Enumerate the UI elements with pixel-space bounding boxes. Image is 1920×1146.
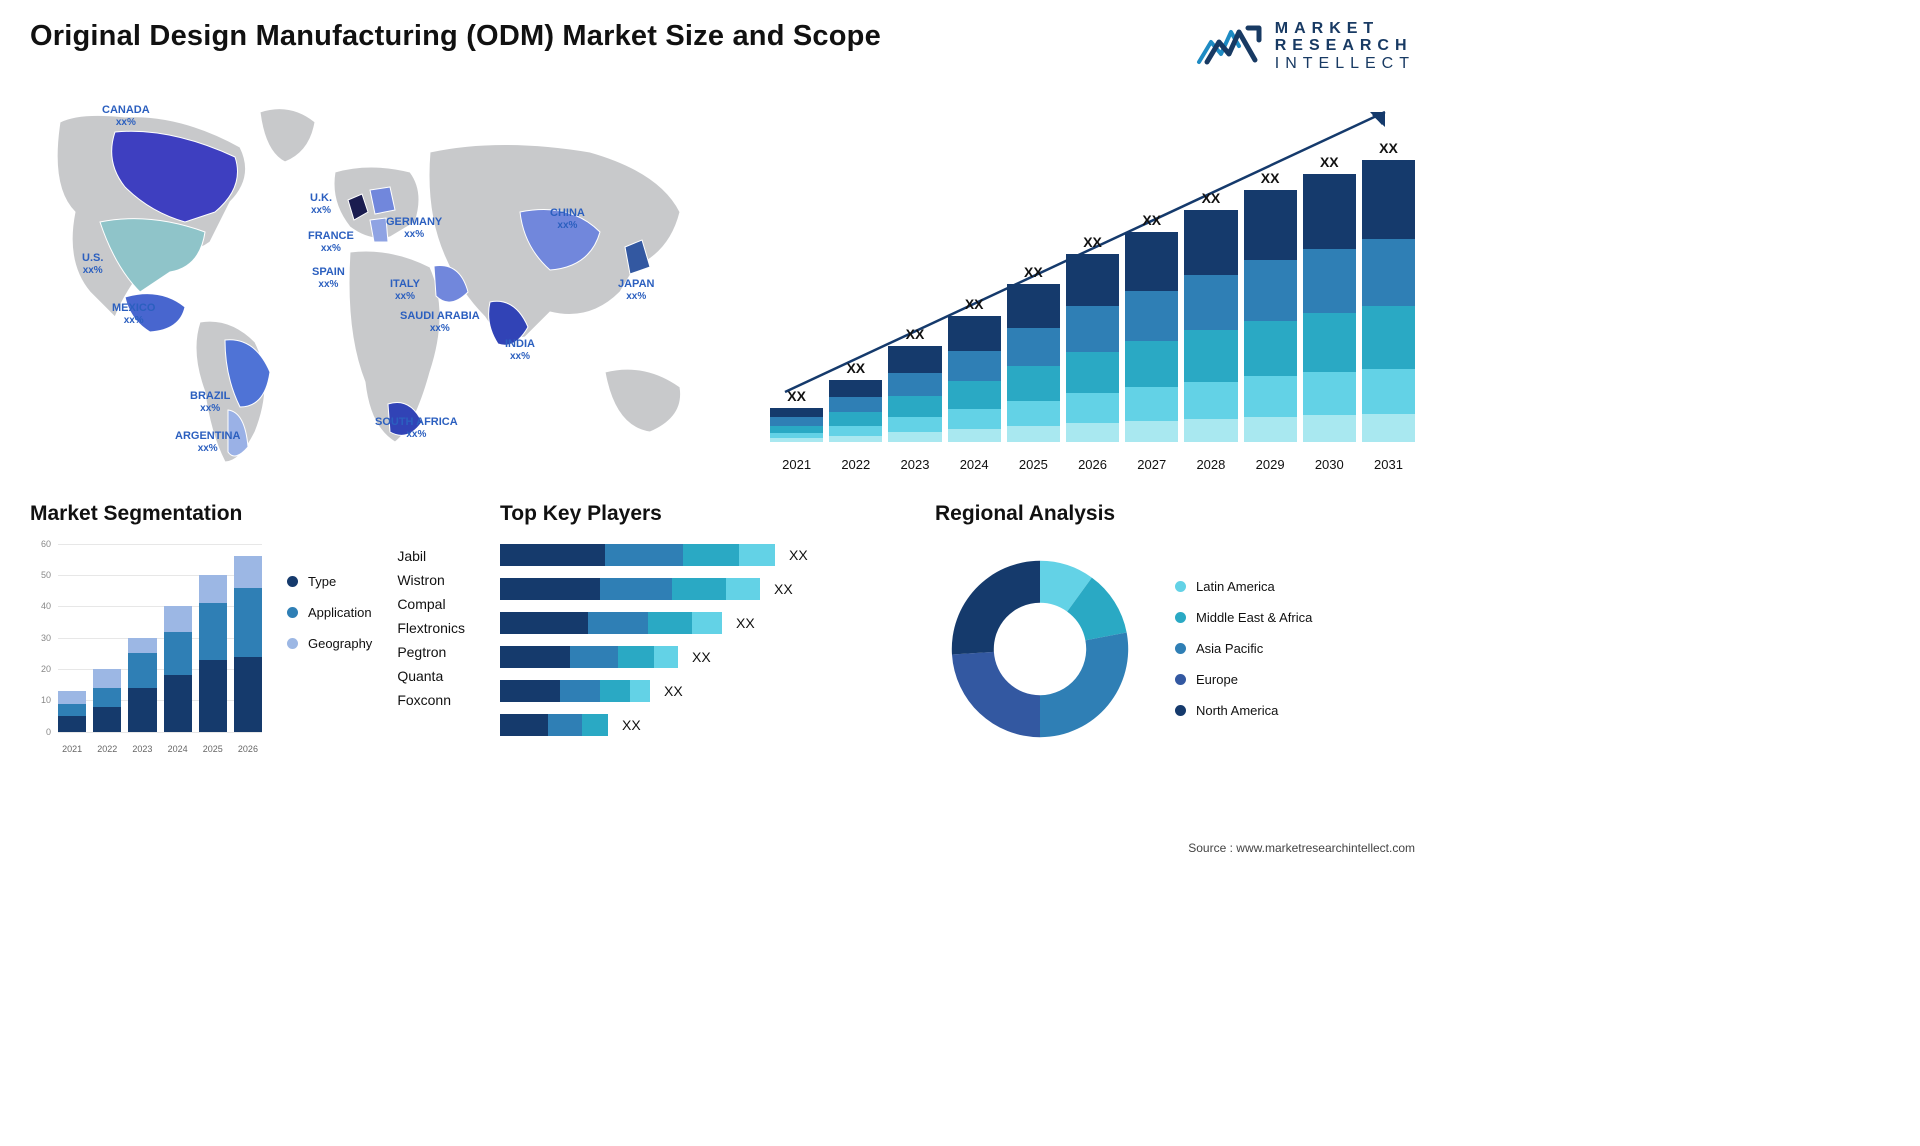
map-label: U.S.xx% (82, 252, 103, 277)
key-player-row: XX (500, 646, 900, 668)
company-item: Flextronics (397, 620, 465, 636)
map-label: BRAZILxx% (190, 390, 230, 415)
segmentation-bar (58, 691, 86, 732)
forecast-bar: XX (1007, 264, 1060, 442)
forecast-year: 2024 (948, 457, 1001, 472)
key-player-row: XX (500, 612, 900, 634)
segmentation-chart: 0102030405060 202120222023202420252026 (30, 544, 262, 754)
forecast-year: 2030 (1303, 457, 1356, 472)
forecast-chart: XXXXXXXXXXXXXXXXXXXXXX 20212022202320242… (770, 92, 1415, 472)
map-label: ITALYxx% (390, 278, 420, 303)
regional-legend: Latin America Middle East & Africa Asia Pa… (1175, 579, 1312, 718)
legend-item: Geography (287, 636, 372, 651)
company-item: Foxconn (397, 692, 465, 708)
key-players-panel: Top Key Players XX XX XX XX XX XX (500, 502, 900, 754)
legend-item: Latin America (1175, 579, 1312, 594)
map-label: FRANCExx% (308, 230, 354, 255)
donut-slice (1040, 632, 1128, 737)
brand-logo: MARKET RESEARCH INTELLECT (1195, 20, 1415, 72)
key-players-chart: XX XX XX XX XX XX (500, 544, 900, 736)
legend-item: Europe (1175, 672, 1312, 687)
forecast-bar: XX (1362, 140, 1415, 442)
forecast-year: 2026 (1066, 457, 1119, 472)
map-label: SOUTH AFRICAxx% (375, 416, 458, 441)
segmentation-bar (128, 638, 156, 732)
forecast-year: 2031 (1362, 457, 1415, 472)
regional-donut (935, 544, 1145, 754)
map-label: MEXICOxx% (112, 302, 155, 327)
map-label: GERMANYxx% (386, 216, 442, 241)
map-label: CHINAxx% (550, 207, 585, 232)
forecast-bar: XX (888, 326, 941, 442)
key-player-row: XX (500, 544, 900, 566)
donut-slice (952, 652, 1040, 737)
segmentation-legend: Type Application Geography (287, 544, 372, 754)
regional-panel: Regional Analysis Latin America Middle Ea… (935, 502, 1415, 754)
segmentation-companies: Jabil Wistron Compal Flextronics Pegtron Quan… (397, 544, 465, 754)
segmentation-bar (234, 556, 262, 731)
forecast-year: 2027 (1125, 457, 1178, 472)
forecast-bar: XX (1184, 190, 1237, 442)
map-label: JAPANxx% (618, 278, 654, 303)
forecast-bar: XX (1303, 154, 1356, 442)
legend-item: Type (287, 574, 372, 589)
segmentation-title: Market Segmentation (30, 502, 465, 526)
company-item: Compal (397, 596, 465, 612)
company-item: Quanta (397, 668, 465, 684)
forecast-year: 2023 (888, 457, 941, 472)
legend-item: Middle East & Africa (1175, 610, 1312, 625)
legend-item: Asia Pacific (1175, 641, 1312, 656)
segmentation-bar (199, 575, 227, 732)
legend-item: Application (287, 605, 372, 620)
regional-title: Regional Analysis (935, 502, 1415, 526)
forecast-year: 2025 (1007, 457, 1060, 472)
forecast-bar: XX (829, 360, 882, 442)
forecast-bar: XX (770, 388, 823, 442)
forecast-bar: XX (948, 296, 1001, 442)
forecast-bar: XX (1066, 234, 1119, 442)
map-label: U.K.xx% (310, 192, 332, 217)
segmentation-panel: Market Segmentation 0102030405060 202120… (30, 502, 465, 754)
forecast-bar: XX (1244, 170, 1297, 442)
logo-text: MARKET RESEARCH INTELLECT (1275, 20, 1415, 72)
key-players-title: Top Key Players (500, 502, 900, 526)
map-label: INDIAxx% (505, 338, 535, 363)
map-label: CANADAxx% (102, 104, 150, 129)
segmentation-bar (164, 606, 192, 731)
forecast-year: 2021 (770, 457, 823, 472)
donut-slice (952, 561, 1040, 655)
logo-icon (1195, 22, 1263, 70)
legend-item: North America (1175, 703, 1312, 718)
source-caption: Source : www.marketresearchintellect.com (1188, 841, 1415, 855)
key-player-row: XX (500, 680, 900, 702)
segmentation-bar (93, 669, 121, 732)
company-item: Jabil (397, 548, 465, 564)
page-title: Original Design Manufacturing (ODM) Mark… (30, 20, 881, 53)
map-label: ARGENTINAxx% (175, 430, 240, 455)
forecast-year: 2028 (1184, 457, 1237, 472)
forecast-year: 2022 (829, 457, 882, 472)
forecast-bar: XX (1125, 212, 1178, 442)
key-player-row: XX (500, 714, 900, 736)
company-item: Pegtron (397, 644, 465, 660)
key-player-row: XX (500, 578, 900, 600)
company-item: Wistron (397, 572, 465, 588)
map-label: SPAINxx% (312, 266, 345, 291)
forecast-year: 2029 (1244, 457, 1297, 472)
map-label: SAUDI ARABIAxx% (400, 310, 480, 335)
world-map-panel: CANADAxx% U.S.xx% MEXICOxx% BRAZILxx% ARGENT… (30, 92, 730, 472)
